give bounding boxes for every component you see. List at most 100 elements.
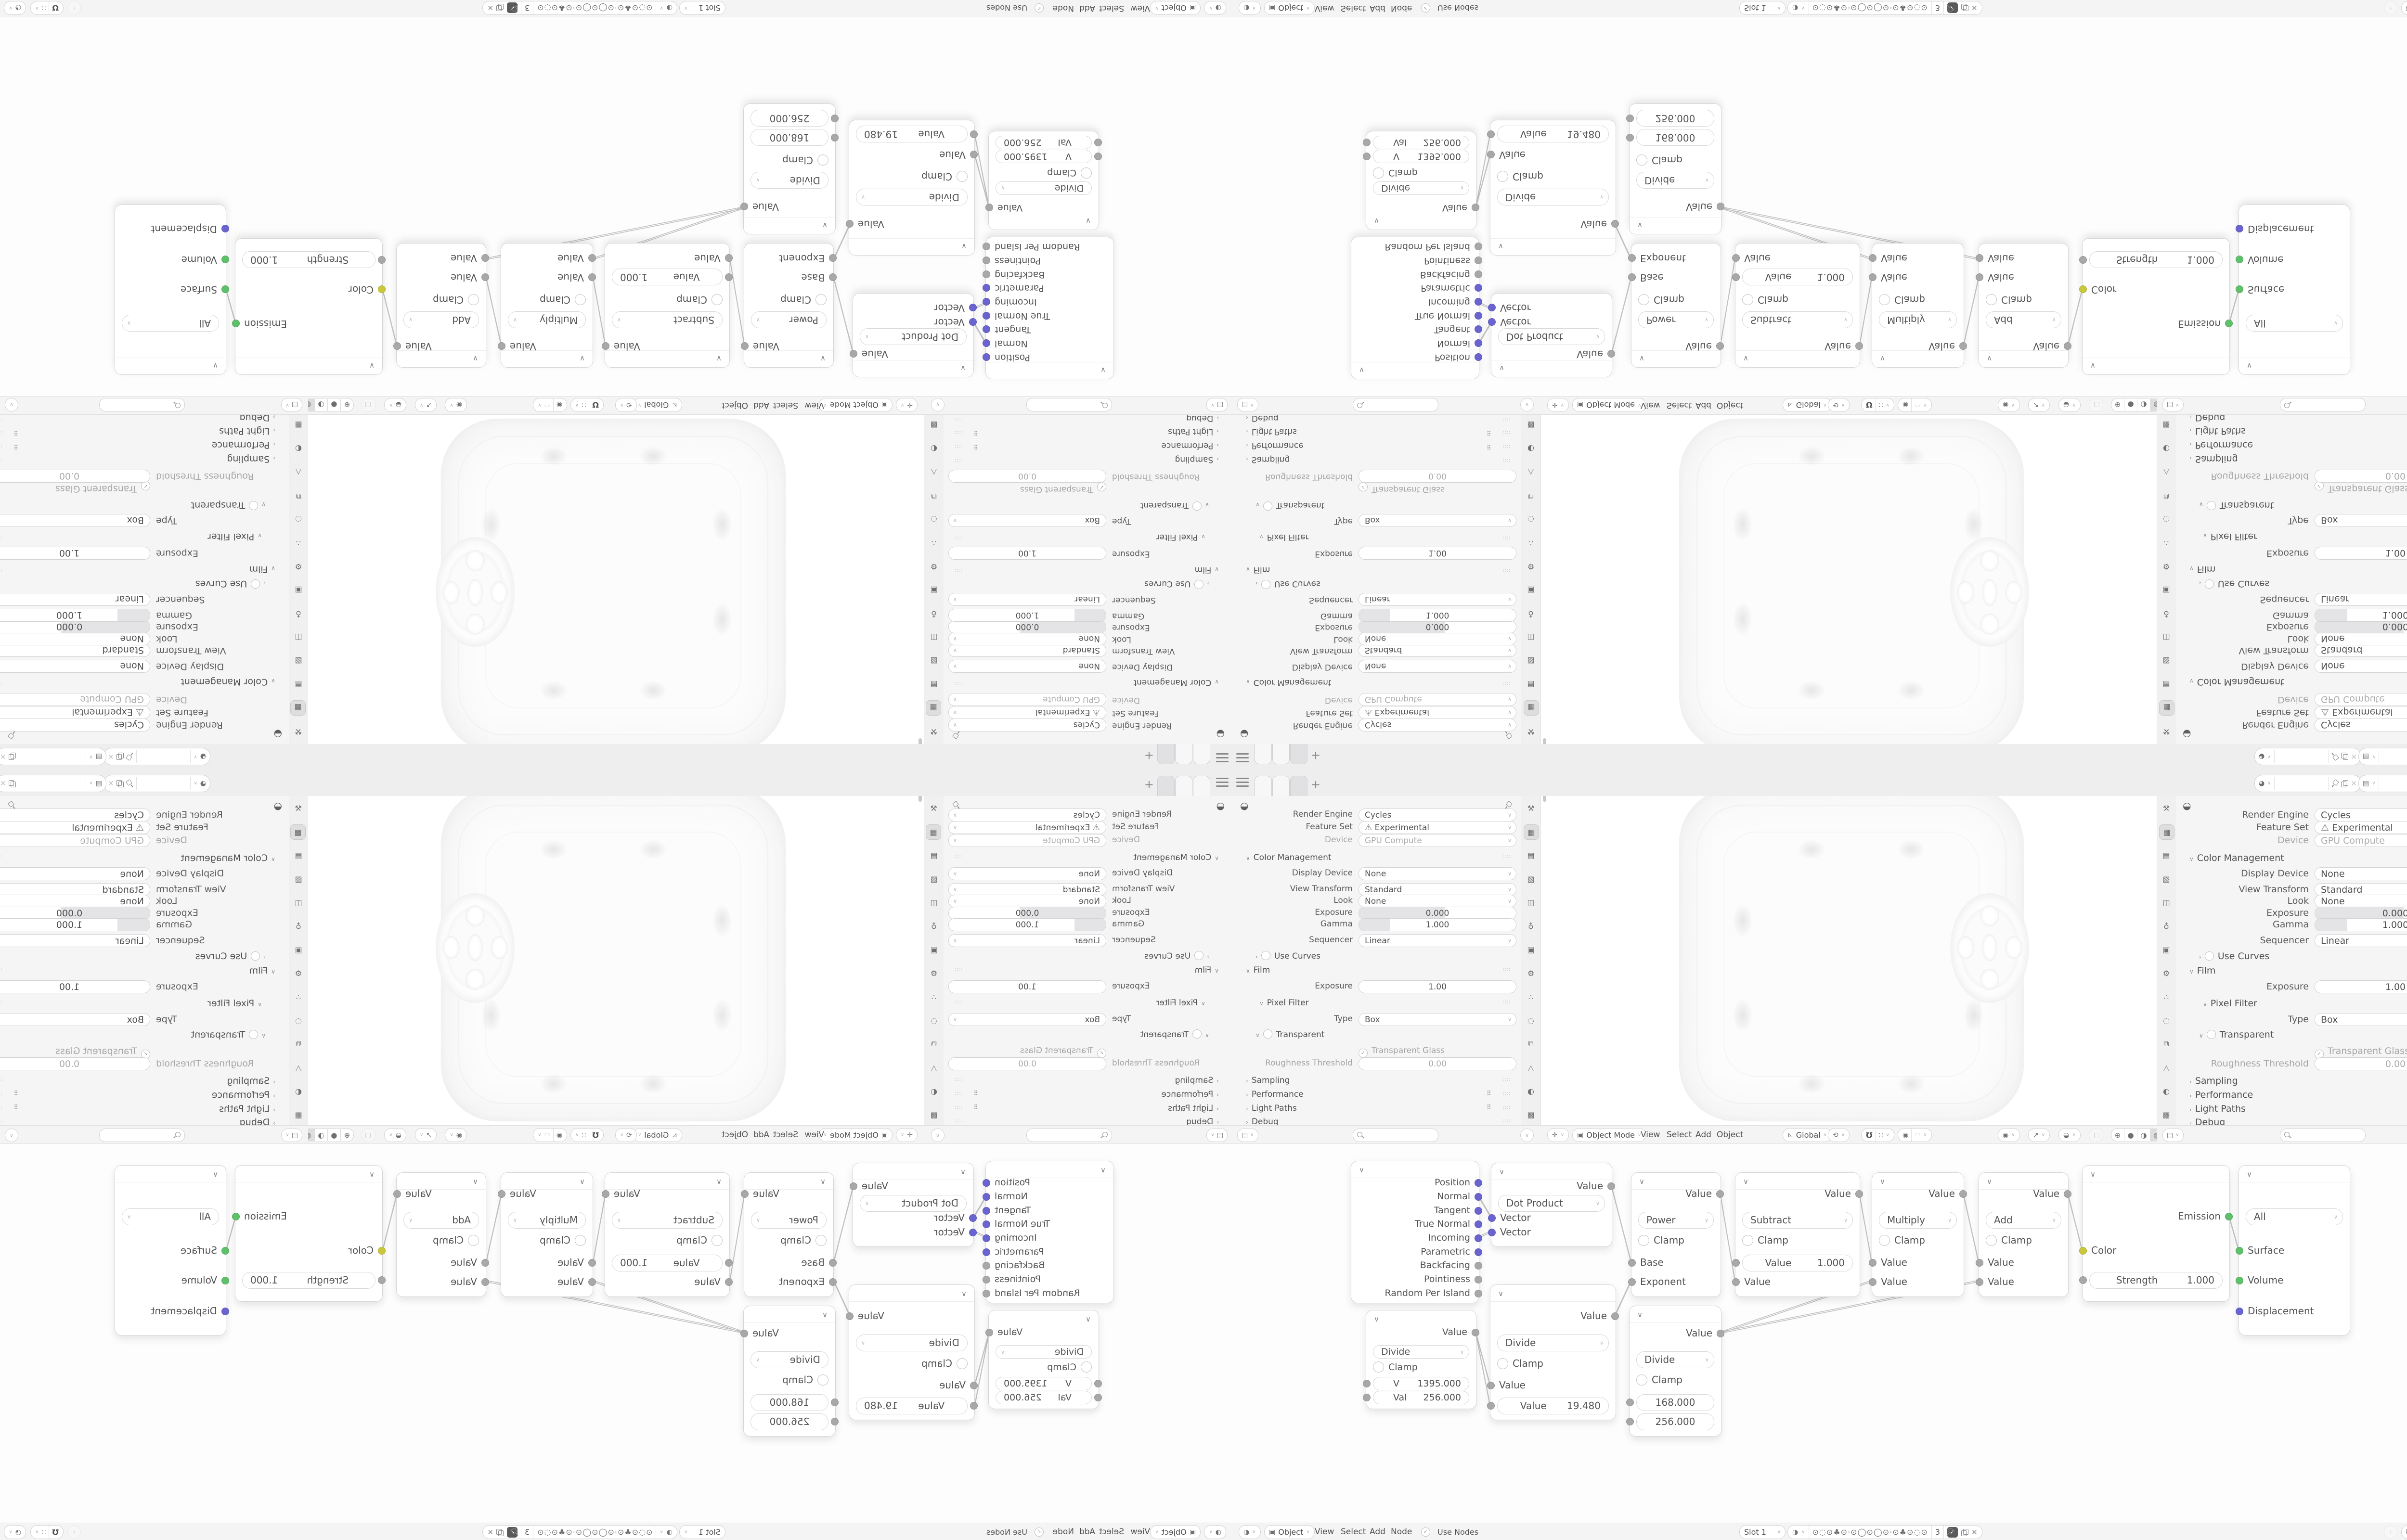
overlays-dropdown[interactable]: ◒ ∨ bbox=[384, 1128, 406, 1142]
node-collapse-chevron[interactable]: ∨ bbox=[473, 1177, 478, 1186]
prop-exposure[interactable]: 0.000 bbox=[2315, 907, 2407, 920]
drag-dots-icon[interactable]: ∷∷ bbox=[954, 1118, 962, 1124]
properties-tab-tool-icon[interactable]: ⚒ bbox=[1527, 727, 1535, 737]
properties-tab-texture-icon[interactable]: ▩ bbox=[1527, 421, 1535, 430]
drag-dots-icon[interactable]: ∷∷ bbox=[954, 966, 962, 973]
section-sampling[interactable]: ›Sampling bbox=[1175, 1076, 1219, 1085]
properties-tab-world-icon[interactable]: ♁ bbox=[296, 921, 301, 931]
add-workspace-button[interactable]: + bbox=[1144, 749, 1154, 762]
output-socket-value[interactable] bbox=[1717, 203, 1724, 210]
pin-icon[interactable] bbox=[1946, 1528, 1953, 1535]
proportional-editing-control[interactable]: ◉ ◠ ∨ bbox=[533, 398, 567, 412]
snap-control[interactable]: Ω∷∨ bbox=[2401, 1525, 2407, 1539]
checkbox-transparent-glass[interactable]: ✓Transparent Glass bbox=[2315, 1046, 2407, 1059]
add-workspace-button[interactable]: + bbox=[1144, 778, 1154, 791]
toggle-section-transparent[interactable]: ∨Transparent bbox=[191, 500, 266, 511]
section-sampling[interactable]: ›Sampling bbox=[1175, 455, 1219, 464]
shader-node-editor[interactable]: ∨ Position Normal Tangent True Normal Incomin… bbox=[1232, 1143, 2407, 1523]
editor-type-button[interactable]: ▤ ∨ bbox=[2162, 1129, 2184, 1142]
output-socket-emission[interactable] bbox=[2225, 1213, 2233, 1220]
prop-display-device[interactable]: None∨ bbox=[1359, 660, 1516, 673]
section-sampling[interactable]: ›Sampling bbox=[227, 1076, 275, 1086]
properties-tab-view-layer-icon[interactable]: ▧ bbox=[1527, 656, 1535, 666]
section-light-paths[interactable]: ›Light Paths bbox=[1168, 1104, 1219, 1113]
node-math-add[interactable]: ∨ Value Add ∨ Clamp Value Value bbox=[393, 243, 489, 368]
clamp-checkbox[interactable]: Clamp bbox=[433, 1234, 479, 1246]
material-name[interactable]: ⊙◌⊙♣⊙·⊙◯⊙◯⊙·⊙♣⊙◌⊙ bbox=[537, 3, 653, 13]
value-field[interactable]: 168.000 bbox=[1636, 1394, 1714, 1411]
clamp-checkbox[interactable]: Clamp bbox=[1986, 294, 2032, 306]
value-field[interactable]: Strength 1.000 bbox=[2089, 1271, 2223, 1289]
node-collapse-chevron[interactable]: ∨ bbox=[1498, 242, 1503, 251]
section-film[interactable]: ∨Film bbox=[1246, 965, 1270, 975]
section-light-paths[interactable]: ›Light Paths bbox=[2189, 1104, 2246, 1114]
operation-dropdown[interactable]: Multiply ∨ bbox=[1879, 311, 1957, 329]
properties-tab-output-icon[interactable]: ▤ bbox=[930, 850, 938, 860]
sculpted-torus-object[interactable] bbox=[1679, 419, 2029, 744]
input-socket-surface[interactable] bbox=[2236, 285, 2243, 293]
properties-tab-data-icon[interactable]: △ bbox=[2163, 468, 2170, 477]
output-socket-true-normal[interactable] bbox=[1475, 1220, 1482, 1228]
section-film[interactable]: ∨Film bbox=[249, 965, 275, 976]
input-socket-volume[interactable] bbox=[2236, 256, 2243, 263]
input-socket-exponent[interactable] bbox=[829, 254, 837, 262]
section-debug[interactable]: ›Debug bbox=[2189, 1117, 2226, 1125]
section-color-management[interactable]: ∨Color Management bbox=[181, 853, 275, 863]
input-socket-displacement[interactable] bbox=[221, 225, 229, 232]
pivot-point-dropdown[interactable]: ⟲ ∨ bbox=[1828, 1128, 1850, 1142]
section-light-paths[interactable]: ›Light Paths bbox=[1246, 427, 1297, 436]
node-math-divide-1[interactable]: ∨ Value Divide ∨ Clamp V 1395.000 Val 256.000 bbox=[985, 131, 1102, 230]
node-collapse-chevron[interactable]: ∨ bbox=[716, 354, 722, 363]
prop-type[interactable]: Box∨ bbox=[1359, 1013, 1516, 1026]
view-layer-selector[interactable]: ▤ ∨ ✕ bbox=[2358, 775, 2407, 792]
prop-render-engine[interactable]: Cycles∨ bbox=[0, 719, 150, 732]
clamp-checkbox[interactable]: Clamp bbox=[1047, 167, 1092, 179]
section-light-paths[interactable]: ›Light Paths bbox=[219, 426, 275, 436]
prop-view-transform[interactable]: Standard∨ bbox=[1359, 883, 1516, 896]
menu-add[interactable]: Add bbox=[1695, 1130, 1711, 1140]
properties-tab-world-icon[interactable]: ♁ bbox=[1528, 921, 1534, 931]
drag-dots-icon[interactable]: ∷∷ bbox=[0, 680, 2, 686]
operation-dropdown[interactable]: Subtract ∨ bbox=[1742, 1211, 1853, 1229]
input-socket-value[interactable] bbox=[1976, 1259, 1983, 1267]
node-collapse-chevron[interactable]: ∨ bbox=[1086, 217, 1091, 225]
menu-select[interactable]: Select bbox=[1099, 1527, 1124, 1537]
node-geometry[interactable]: ∨ Position Normal Tangent True Normal Incomin… bbox=[1351, 1161, 1482, 1303]
output-socket-backfacing[interactable] bbox=[983, 270, 990, 278]
show-gizmo-dropdown[interactable]: ◉ ∨ bbox=[445, 398, 467, 412]
properties-tab-object-icon[interactable]: ▣ bbox=[930, 586, 938, 595]
output-socket-tangent[interactable] bbox=[1475, 325, 1482, 333]
output-socket-emission[interactable] bbox=[232, 320, 240, 327]
parent-node-tree-button[interactable]: ↑ bbox=[67, 1526, 81, 1539]
prop-display-device[interactable]: None∨ bbox=[1359, 867, 1516, 880]
value-field[interactable]: Val 256.000 bbox=[1373, 136, 1469, 149]
prop-gamma[interactable]: 1.000 bbox=[2315, 918, 2407, 931]
input-socket-value[interactable] bbox=[831, 1399, 839, 1406]
node-collapse-chevron[interactable]: ∨ bbox=[473, 354, 478, 363]
prop-view-transform[interactable]: Standard∨ bbox=[1359, 644, 1516, 657]
section-performance[interactable]: ›Performance bbox=[1161, 441, 1219, 450]
shading-material-icon[interactable]: ◑ bbox=[315, 1129, 328, 1141]
node-material-output[interactable]: ∨ All ∨ Surface Volume Displacement bbox=[115, 205, 229, 375]
menu-select[interactable]: Select bbox=[1341, 3, 1366, 13]
snap-control[interactable]: Ω∷∨ bbox=[30, 1525, 64, 1539]
prop-device[interactable]: GPU Compute∨ bbox=[2315, 693, 2407, 706]
workspace-tab[interactable] bbox=[1175, 744, 1192, 764]
properties-tab-modifiers-icon[interactable]: ⚙ bbox=[930, 968, 938, 978]
properties-tab-world-icon[interactable]: ♁ bbox=[931, 921, 937, 931]
value-field[interactable]: V 1395.000 bbox=[996, 1377, 1092, 1390]
checkbox-transparent-glass[interactable]: ✓Transparent Glass bbox=[1359, 1046, 1445, 1058]
properties-tab-constraints-icon[interactable]: ⧉ bbox=[1528, 1039, 1534, 1048]
drag-dots-icon[interactable]: ∷∷ bbox=[0, 1091, 2, 1097]
gizmos-dropdown[interactable]: ↗ ∨ bbox=[414, 1128, 437, 1142]
operation-dropdown[interactable]: Subtract ∨ bbox=[1742, 311, 1853, 329]
output-socket-parametric[interactable] bbox=[983, 1248, 990, 1256]
output-socket-position[interactable] bbox=[1475, 353, 1482, 361]
operation-dropdown[interactable]: Multiply ∨ bbox=[508, 311, 586, 329]
properties-tab-physics-icon[interactable]: ◌ bbox=[295, 515, 302, 525]
menu-add[interactable]: Add bbox=[1079, 1527, 1095, 1537]
editor-type-button[interactable]: ◑ ∨ bbox=[1204, 1525, 1226, 1539]
editor-type-button[interactable]: ▤ ∨ bbox=[1237, 1129, 1258, 1142]
value-field[interactable]: Strength 1.000 bbox=[242, 1271, 375, 1289]
section-light-paths[interactable]: ›Light Paths bbox=[1168, 427, 1219, 436]
